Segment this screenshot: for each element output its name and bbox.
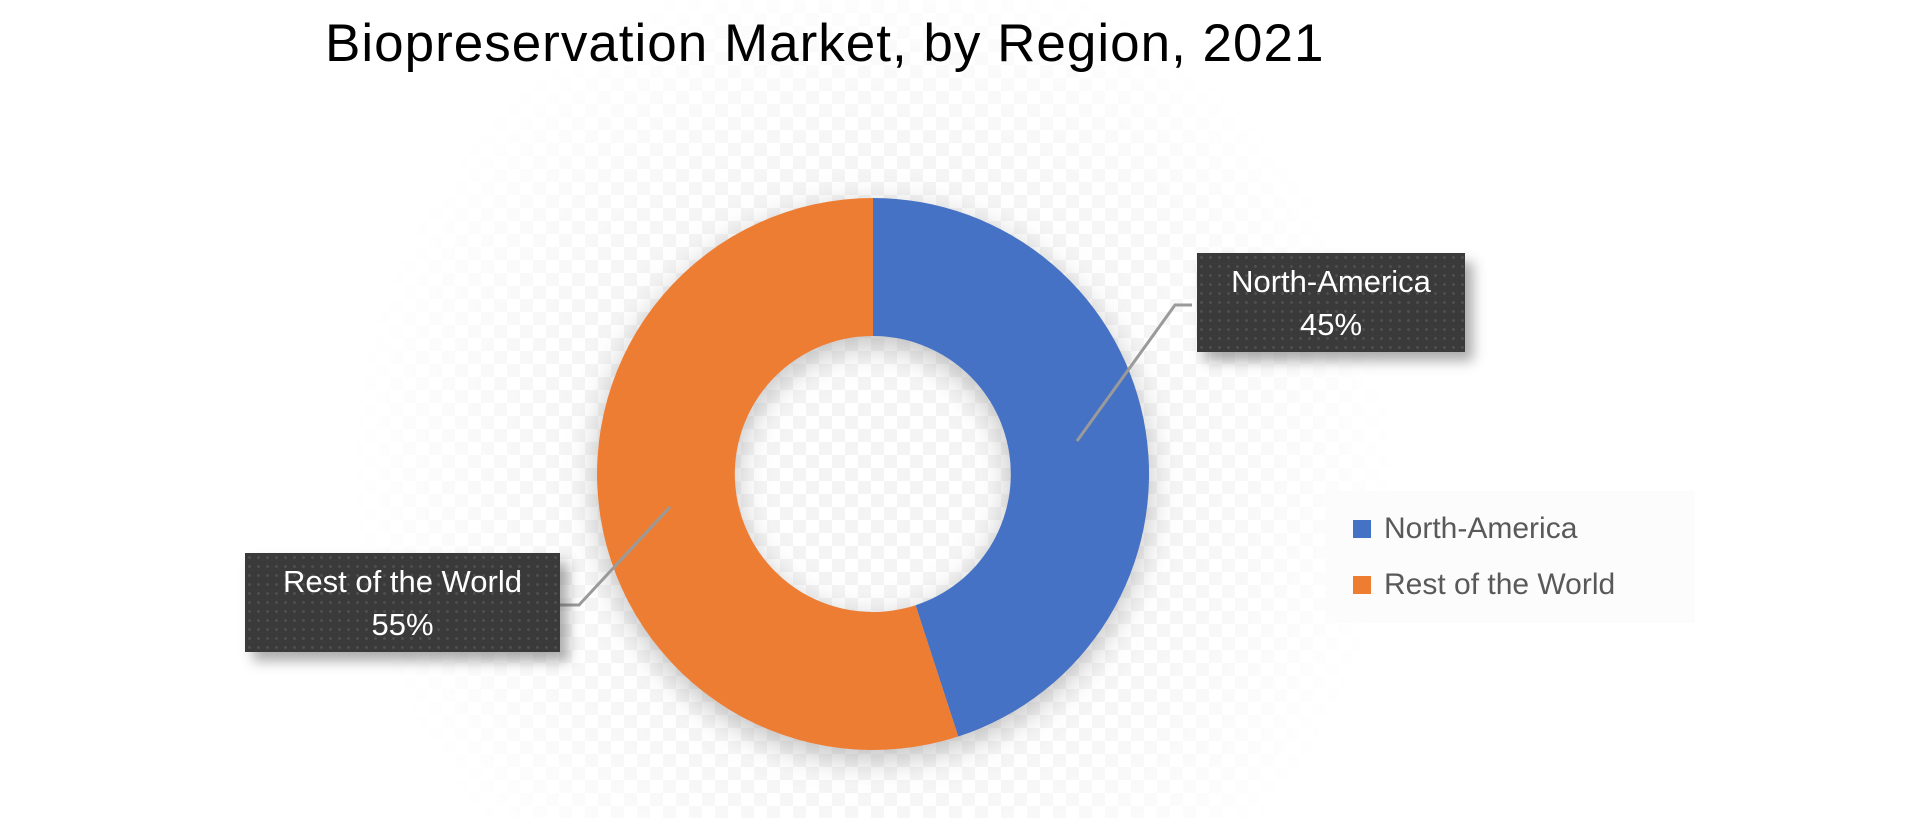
leader-line-rest-of-world	[560, 505, 672, 607]
legend-label-rest-of-world: Rest of the World	[1384, 567, 1616, 601]
legend-swatch-rest-of-world	[1353, 575, 1371, 594]
data-label-rest-of-world-name: Rest of the World	[283, 563, 522, 599]
legend-item-rest-of-world: Rest of the World	[1325, 568, 1695, 602]
data-label-north-america-name: North-America	[1231, 263, 1431, 299]
legend-item-north-america: North-America	[1325, 512, 1695, 546]
data-label-rest-of-world: Rest of the World 55%	[245, 553, 560, 652]
legend-label-north-america: North-America	[1384, 512, 1578, 546]
slice-rest-of-the-world	[597, 198, 959, 750]
legend-swatch-north-america	[1353, 520, 1371, 539]
leader-line-north-america	[1075, 303, 1192, 442]
data-label-north-america: North-America 45%	[1197, 253, 1465, 352]
donut-chart	[597, 198, 1150, 750]
chart-title: Biopreservation Market, by Region, 2021	[325, 14, 1325, 73]
slice-north-america	[873, 198, 1150, 737]
legend: North-America Rest of the World	[1325, 491, 1695, 623]
data-label-north-america-value: 45%	[1299, 306, 1363, 342]
data-label-rest-of-world-value: 55%	[371, 606, 434, 642]
